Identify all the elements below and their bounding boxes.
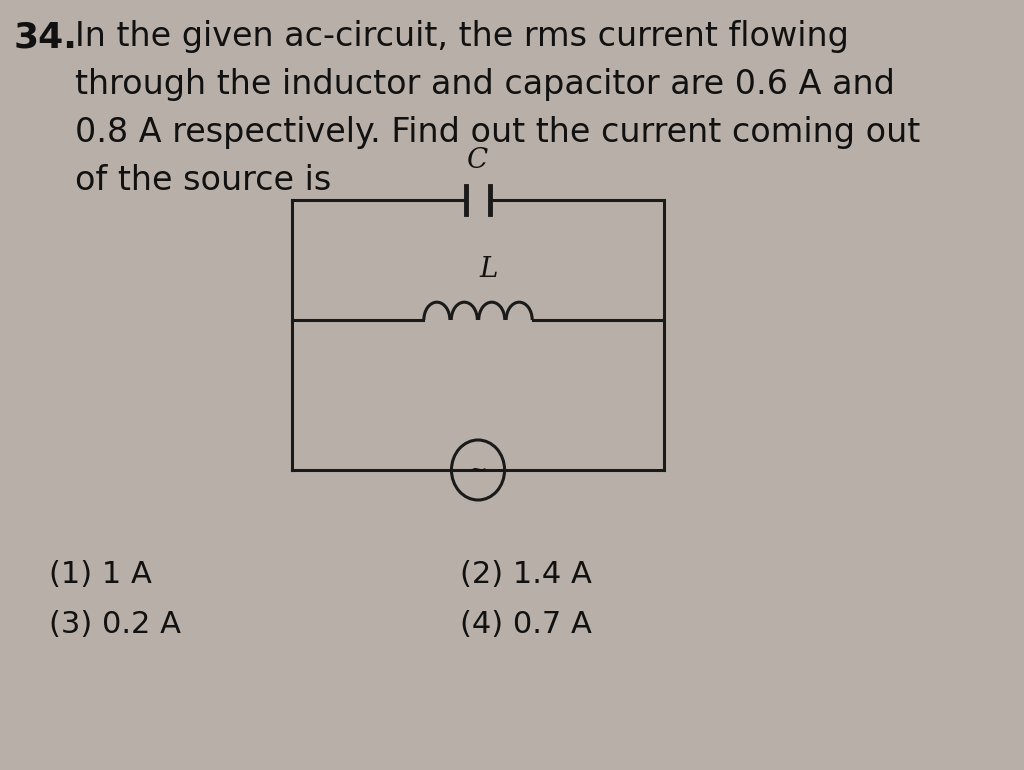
Text: L: L <box>479 256 498 283</box>
Text: (4) 0.7 A: (4) 0.7 A <box>461 610 592 639</box>
Text: (1) 1 A: (1) 1 A <box>49 560 152 589</box>
Text: In the given ac-circuit, the rms current flowing: In the given ac-circuit, the rms current… <box>75 20 849 53</box>
Text: (2) 1.4 A: (2) 1.4 A <box>461 560 592 589</box>
Text: of the source is: of the source is <box>75 164 332 197</box>
Text: C: C <box>467 147 488 174</box>
Text: (3) 0.2 A: (3) 0.2 A <box>49 610 180 639</box>
Text: through the inductor and capacitor are 0.6 A and: through the inductor and capacitor are 0… <box>75 68 895 101</box>
Text: ~: ~ <box>469 459 487 481</box>
Text: 34.: 34. <box>13 20 77 54</box>
Text: 0.8 A respectively. Find out the current coming out: 0.8 A respectively. Find out the current… <box>75 116 921 149</box>
